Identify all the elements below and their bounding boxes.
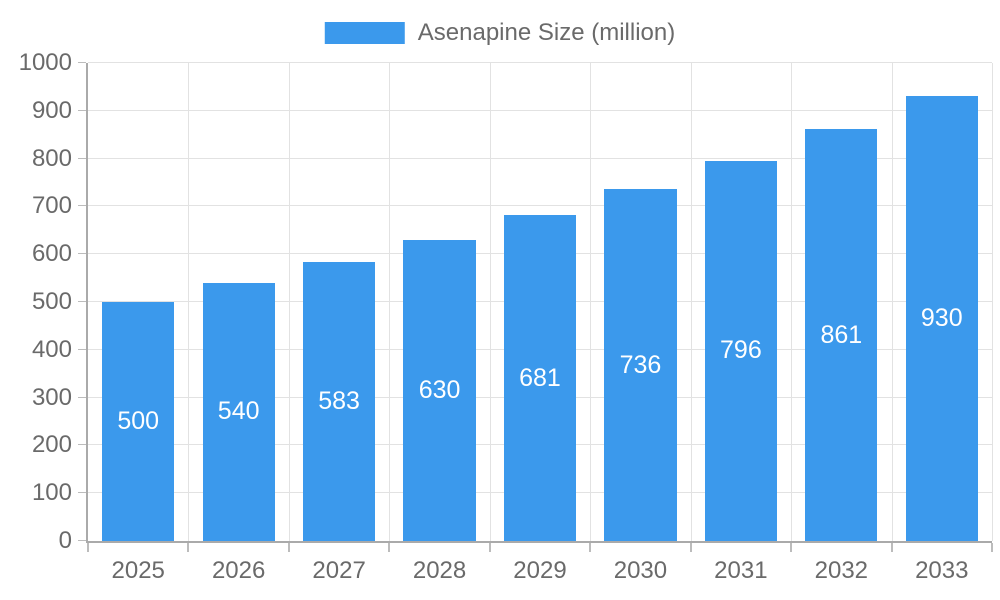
y-tick-mark (78, 253, 86, 255)
y-axis-label: 200 (31, 431, 72, 459)
bar-value-label: 583 (318, 387, 360, 416)
bar-2026[interactable]: 540 (202, 282, 275, 541)
bar-value-label: 930 (920, 304, 963, 333)
y-tick-mark (78, 157, 86, 159)
y-tick-mark (78, 492, 86, 494)
x-axis-label: 2026 (211, 557, 266, 584)
x-tick-mark (991, 543, 993, 552)
bar-value-label: 630 (418, 375, 461, 404)
y-axis-label: 100 (31, 479, 72, 507)
x-tick-mark (488, 543, 491, 552)
bar-value-label: 861 (820, 320, 863, 349)
plot-area: 500 540 583 630 681 736 796 861 930 (86, 62, 993, 543)
legend-swatch-icon (324, 22, 405, 44)
y-tick-mark (78, 396, 86, 398)
bar-value-label: 500 (117, 407, 160, 435)
y-axis-label: 500 (31, 288, 72, 315)
legend-label: Asenapine Size (million) (417, 19, 676, 46)
x-tick-mark (388, 543, 391, 552)
bar-2029[interactable]: 681 (503, 215, 577, 541)
gridline-horizontal (88, 62, 992, 63)
bar-2025[interactable]: 500 (102, 302, 175, 541)
y-axis-label: 700 (31, 192, 72, 220)
gridline-horizontal (88, 157, 992, 159)
x-axis-label: 2031 (714, 557, 768, 584)
x-axis-label: 2025 (111, 557, 165, 584)
bar-2027[interactable]: 583 (302, 262, 376, 541)
x-tick-mark (87, 543, 89, 552)
x-tick-mark (589, 543, 592, 552)
y-tick-mark (78, 348, 86, 350)
x-tick-mark (287, 543, 290, 552)
x-axis-label: 2033 (915, 557, 969, 584)
y-tick-mark (78, 540, 86, 541)
gridline-vertical (992, 63, 993, 541)
gridline-vertical (489, 63, 491, 541)
y-tick-mark (78, 62, 86, 63)
y-tick-mark (78, 109, 86, 111)
x-tick-mark (890, 543, 893, 552)
x-axis-label: 2028 (412, 557, 467, 584)
bar-value-label: 681 (519, 363, 561, 392)
bar-2033[interactable]: 930 (905, 96, 978, 541)
y-axis-label: 800 (31, 144, 72, 172)
legend-item[interactable]: Asenapine Size (million) (324, 19, 676, 47)
y-axis-label: 300 (31, 383, 72, 411)
y-tick-mark (78, 205, 86, 207)
gridline-horizontal (88, 205, 992, 207)
bar-2030[interactable]: 736 (604, 189, 677, 541)
x-axis-label: 2032 (814, 557, 869, 584)
bar-2032[interactable]: 861 (805, 129, 878, 541)
x-tick-mark (790, 543, 793, 552)
bar-value-label: 736 (619, 350, 662, 379)
gridline-vertical (791, 63, 793, 541)
gridline-vertical (690, 63, 692, 541)
gridline-vertical (288, 63, 290, 541)
gridline-vertical (891, 63, 893, 541)
gridline-vertical (188, 63, 190, 541)
y-tick-mark (78, 444, 86, 446)
y-tick-mark (78, 301, 86, 302)
gridline-vertical (590, 63, 592, 541)
bar-value-label: 540 (217, 397, 260, 426)
y-axis-label: 1000 (18, 49, 72, 76)
bar-2031[interactable]: 796 (704, 160, 778, 541)
bar-2028[interactable]: 630 (403, 239, 476, 541)
y-axis-label: 0 (58, 527, 72, 554)
y-axis-label: 400 (31, 335, 72, 363)
x-axis-label: 2029 (513, 557, 567, 584)
y-axis-label: 900 (31, 96, 72, 124)
gridline-horizontal (88, 109, 992, 111)
x-axis-label: 2030 (613, 557, 668, 584)
bar-value-label: 796 (720, 336, 762, 365)
x-tick-mark (187, 543, 190, 552)
x-axis-label: 2027 (312, 557, 366, 584)
y-axis-label: 600 (31, 240, 72, 268)
x-tick-mark (689, 543, 692, 552)
gridline-vertical (389, 63, 391, 541)
